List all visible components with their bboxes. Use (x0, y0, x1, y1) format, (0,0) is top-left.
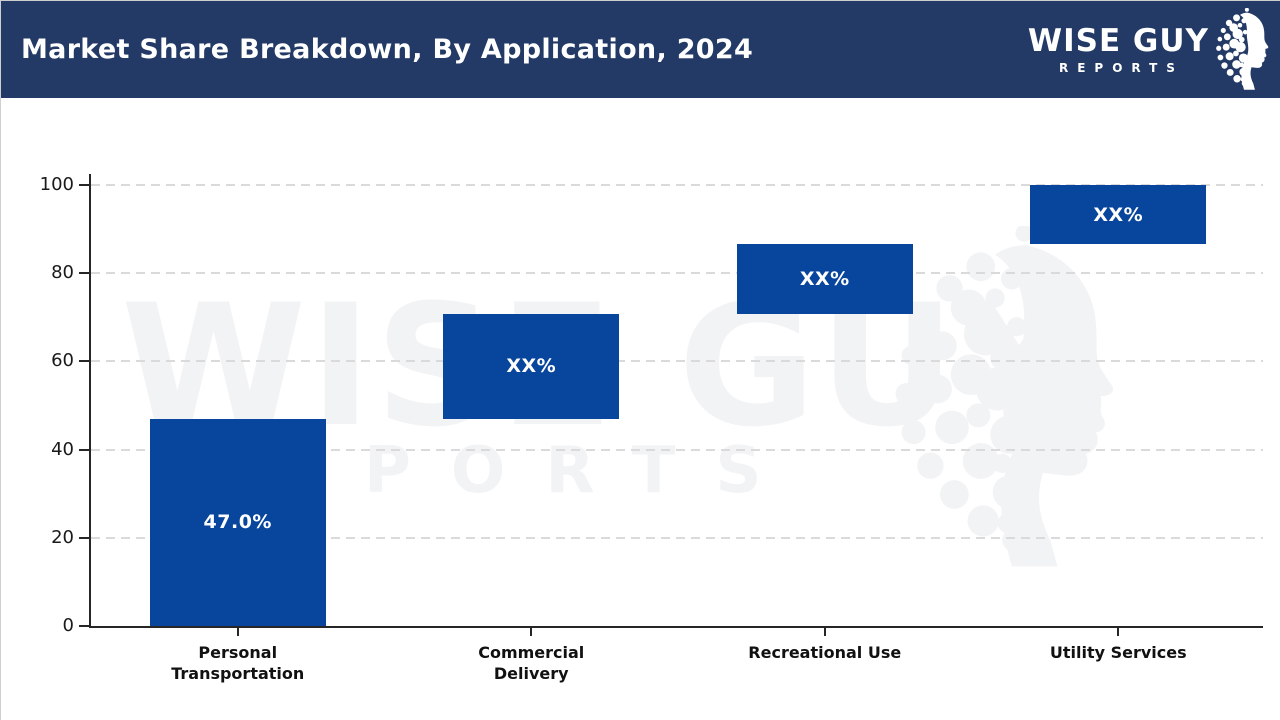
plot-area: 0 20 40 60 80 100 47.0% Personal Transportation X… (40, 174, 1263, 683)
y-tick-mark (79, 184, 89, 186)
gridline (91, 536, 1263, 539)
y-tick-label: 100 (39, 174, 74, 195)
y-tick-mark (79, 448, 89, 451)
x-axis-category-label: Personal Transportation (88, 642, 388, 684)
x-tick-mark (823, 628, 826, 636)
logo-subtitle: REPORTS (1058, 60, 1184, 75)
bar-segment: XX% (736, 244, 913, 315)
y-tick-label: 20 (51, 526, 74, 548)
gridline (91, 184, 1263, 186)
y-tick-label: 60 (51, 350, 74, 372)
y-tick-label: 40 (51, 438, 74, 460)
x-axis-category-label: Recreational Use (675, 642, 975, 663)
header-bar: Market Share Breakdown, By Application, … (1, 1, 1280, 98)
x-axis-category-label: Utility Services (968, 642, 1268, 663)
x-tick-mark (1117, 628, 1120, 636)
x-axis-category-label: Commercial Delivery (381, 642, 681, 684)
x-tick-mark (530, 628, 533, 636)
bar-segment: XX% (1030, 185, 1207, 245)
chart: WISE GUY REPORTS 0 20 40 60 80 100 47.0% Person… (1, 98, 1280, 720)
x-axis-label-line: Personal (198, 643, 278, 662)
logo-text: WISE GUY REPORTS (1027, 22, 1209, 75)
y-tick-label: 80 (51, 262, 74, 284)
page-title: Market Share Breakdown, By Application, … (21, 34, 754, 65)
x-axis-label-line: Utility Services (1049, 643, 1187, 662)
wiseguy-logo: WISE GUY REPORTS (1028, 7, 1273, 93)
logo-wordmark: WISE GUY (1027, 22, 1209, 59)
bar-value-label: XX% (1093, 203, 1144, 226)
gridline (91, 360, 1263, 363)
y-tick-mark (79, 625, 89, 627)
y-tick-mark (79, 360, 89, 363)
x-axis-label-line: Delivery (493, 664, 569, 684)
x-axis-label-line: Recreational Use (748, 643, 902, 662)
bar-value-label: 47.0% (203, 511, 272, 534)
logo-head-icon (1216, 8, 1269, 90)
x-tick-mark (236, 628, 239, 636)
x-axis-label-line: Transportation (171, 664, 305, 684)
gridline (91, 448, 1263, 451)
y-tick-mark (79, 272, 89, 275)
bar-segment: 47.0% (149, 418, 326, 626)
y-tick-label: 0 (62, 615, 74, 636)
gridline (91, 272, 1263, 275)
bar-segment: XX% (443, 314, 620, 419)
x-axis-label-line: Commercial (478, 643, 585, 662)
y-tick-mark (79, 536, 89, 539)
bar-value-label: XX% (799, 268, 850, 291)
bar-value-label: XX% (506, 355, 557, 378)
